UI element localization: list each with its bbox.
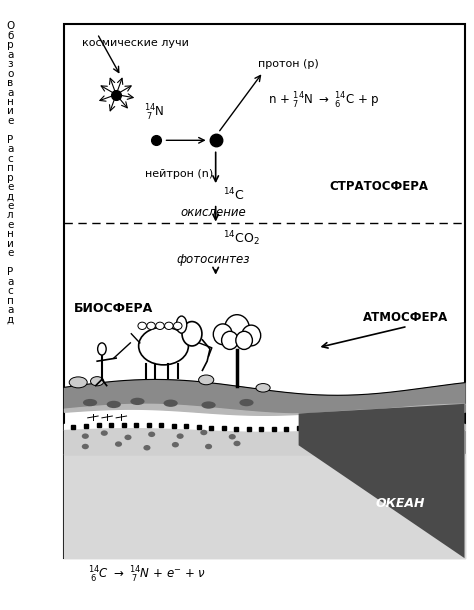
Text: Р: Р <box>7 267 14 277</box>
Text: р: р <box>7 173 14 182</box>
Ellipse shape <box>182 321 202 346</box>
Text: б: б <box>7 30 14 41</box>
Ellipse shape <box>239 399 254 406</box>
Text: е: е <box>7 182 14 192</box>
Text: а: а <box>7 277 14 287</box>
Ellipse shape <box>205 444 212 449</box>
Ellipse shape <box>82 444 89 449</box>
Text: е: е <box>7 220 14 230</box>
Text: с: с <box>8 154 13 163</box>
Ellipse shape <box>130 398 145 405</box>
Ellipse shape <box>228 434 236 439</box>
Ellipse shape <box>147 322 155 329</box>
Text: АТМОСФЕРА: АТМОСФЕРА <box>363 310 448 324</box>
Ellipse shape <box>143 445 151 450</box>
Ellipse shape <box>213 324 232 345</box>
Bar <box>64 24 465 558</box>
Ellipse shape <box>164 400 178 407</box>
Text: и: и <box>7 107 14 117</box>
Text: $^{14}_{\ 7}$N: $^{14}_{\ 7}$N <box>144 103 164 123</box>
Ellipse shape <box>173 322 182 329</box>
Ellipse shape <box>199 375 214 385</box>
Text: космические лучи: космические лучи <box>82 38 189 48</box>
Text: л: л <box>7 210 14 220</box>
Ellipse shape <box>155 322 164 329</box>
Text: н: н <box>7 97 14 107</box>
Text: в: в <box>7 78 14 88</box>
Text: СТРАТОСФЕРА: СТРАТОСФЕРА <box>330 179 428 193</box>
Text: О: О <box>6 21 15 31</box>
Ellipse shape <box>200 429 207 436</box>
Text: нейтрон (n): нейтрон (n) <box>145 169 213 179</box>
Text: н: н <box>7 229 14 239</box>
Text: д: д <box>7 315 14 325</box>
Text: р: р <box>7 40 14 50</box>
Ellipse shape <box>233 440 240 447</box>
Ellipse shape <box>138 327 188 365</box>
Ellipse shape <box>98 343 106 355</box>
Ellipse shape <box>148 432 155 437</box>
Ellipse shape <box>164 322 173 329</box>
Text: а: а <box>7 305 14 315</box>
Text: а: а <box>7 50 14 60</box>
Text: п: п <box>7 296 14 306</box>
Polygon shape <box>299 404 465 558</box>
Ellipse shape <box>242 325 261 346</box>
Ellipse shape <box>176 316 187 333</box>
Text: $^{14}$CO$_2$: $^{14}$CO$_2$ <box>223 230 260 248</box>
Ellipse shape <box>91 376 104 386</box>
Text: Р: Р <box>7 135 14 145</box>
Text: е: е <box>7 201 14 211</box>
Ellipse shape <box>221 331 238 350</box>
Ellipse shape <box>83 399 97 406</box>
Text: фотосинтез: фотосинтез <box>176 253 250 266</box>
Text: п: п <box>7 163 14 173</box>
Text: БИОСФЕРА: БИОСФЕРА <box>74 301 154 315</box>
Ellipse shape <box>138 322 146 329</box>
Ellipse shape <box>115 442 122 447</box>
Text: ОКЕАН: ОКЕАН <box>376 497 425 510</box>
Ellipse shape <box>172 442 179 448</box>
Ellipse shape <box>225 315 249 342</box>
Ellipse shape <box>82 433 89 439</box>
Text: з: з <box>8 59 13 69</box>
Text: $^{14}_{\ 6}$C $\rightarrow$ $^{14}_{\ 7}$N + e$^{-}$ + $\nu$: $^{14}_{\ 6}$C $\rightarrow$ $^{14}_{\ 7… <box>88 565 206 584</box>
Ellipse shape <box>176 433 184 439</box>
Ellipse shape <box>201 401 216 409</box>
Ellipse shape <box>124 434 131 440</box>
Text: е: е <box>7 116 14 126</box>
Text: д: д <box>7 192 14 201</box>
Ellipse shape <box>69 377 87 388</box>
Text: протон (p): протон (p) <box>258 59 319 69</box>
Ellipse shape <box>256 384 270 392</box>
Text: а: а <box>7 145 14 154</box>
Ellipse shape <box>100 431 108 436</box>
Text: о: о <box>7 69 14 79</box>
Ellipse shape <box>236 331 252 350</box>
Ellipse shape <box>107 401 121 408</box>
Text: е: е <box>7 248 14 258</box>
Text: с: с <box>8 286 13 296</box>
Text: и: и <box>7 239 14 249</box>
Text: n + $^{14}_{7}$N $\rightarrow$ $^{14}_{6}$C + p: n + $^{14}_{7}$N $\rightarrow$ $^{14}_{6… <box>268 91 380 110</box>
Text: $^{14}$C: $^{14}$C <box>223 187 245 204</box>
Text: окисление: окисление <box>181 206 246 219</box>
Text: а: а <box>7 88 14 98</box>
